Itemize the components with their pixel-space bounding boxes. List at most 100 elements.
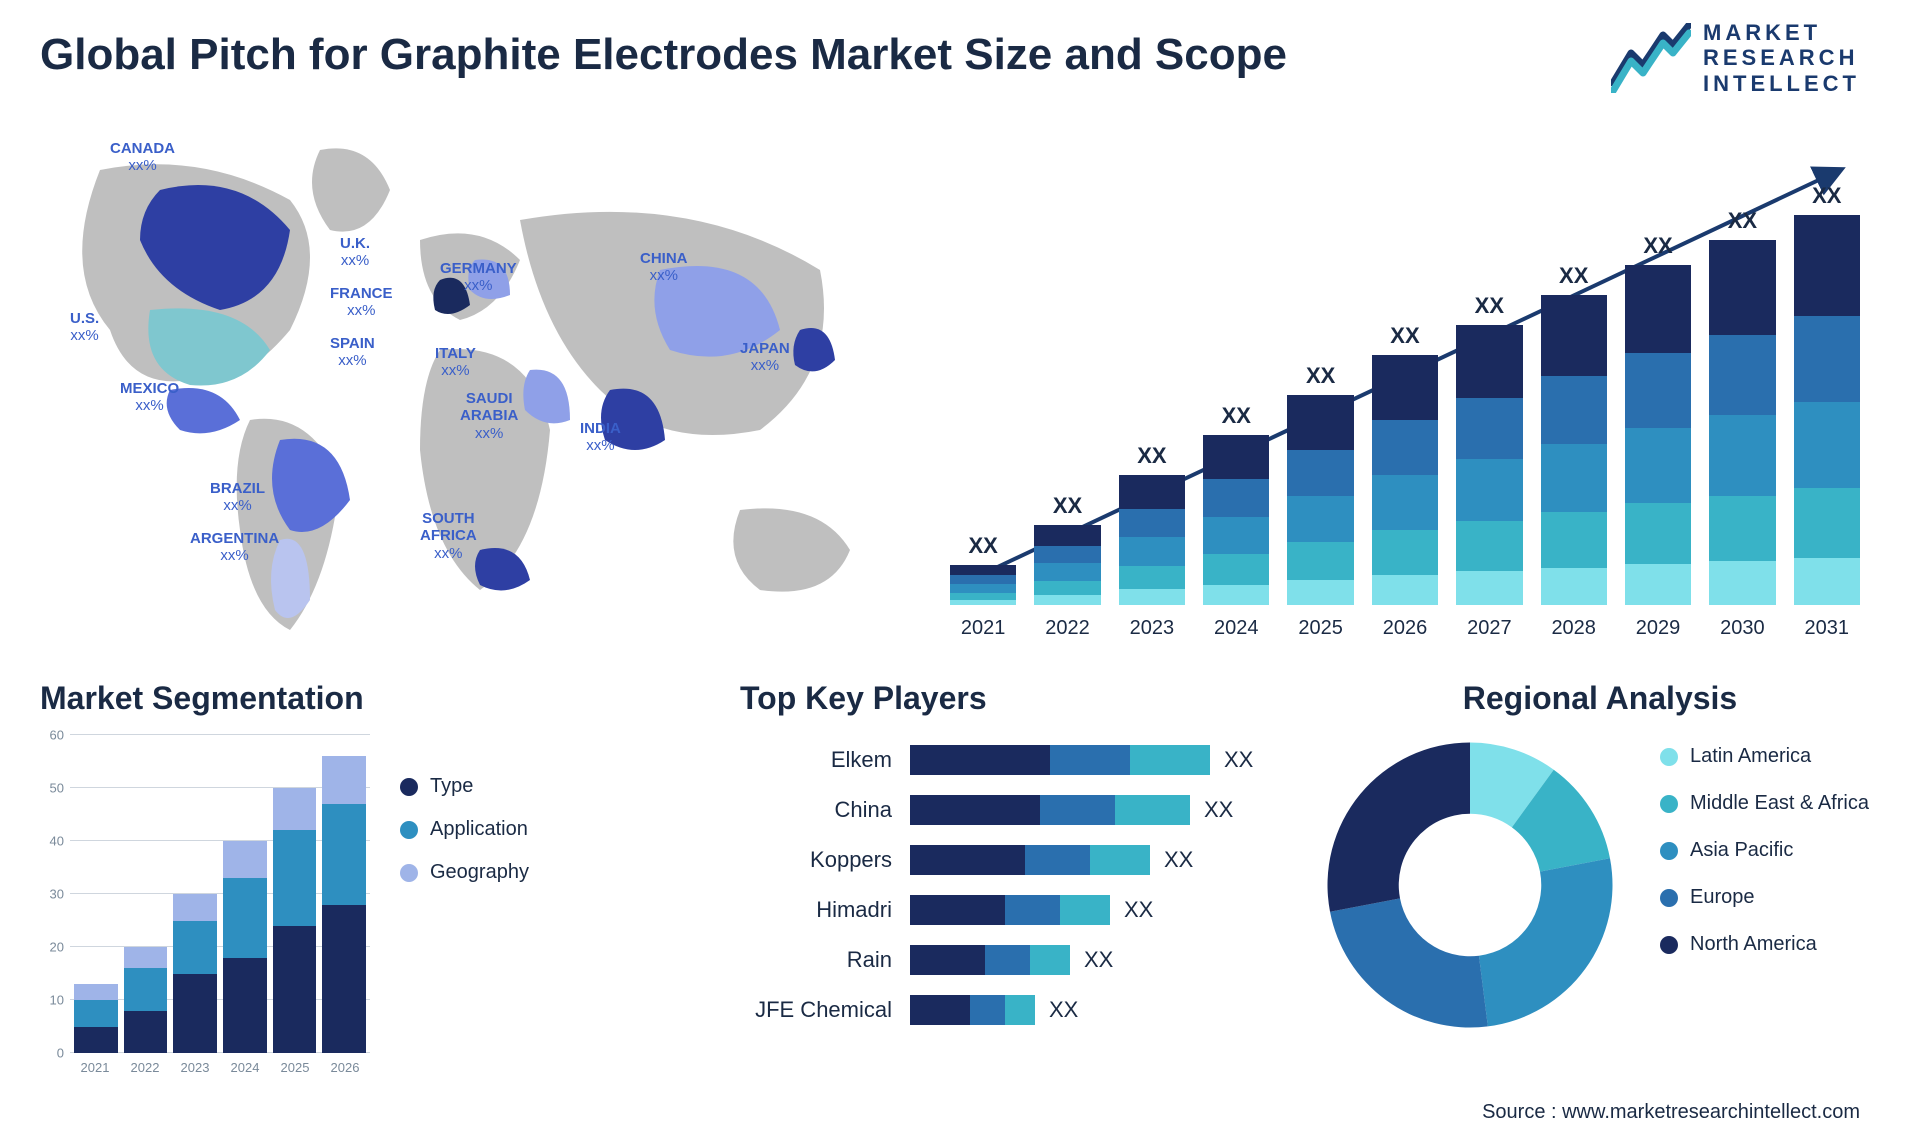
growth-year-label: 2024 bbox=[1203, 617, 1269, 640]
regional-donut-chart bbox=[1320, 735, 1620, 1035]
seg-year-label: 2022 bbox=[120, 1060, 170, 1075]
growth-bar-label: XX bbox=[1643, 233, 1672, 259]
donut-slice bbox=[1330, 898, 1488, 1027]
logo-text-2: RESEARCH bbox=[1703, 45, 1860, 70]
growth-bar-chart: XX XX XX XX XX XX XX XX XX XX XX 2021 2022 2023 2024 2… bbox=[950, 150, 1860, 640]
seg-bar bbox=[273, 788, 317, 1053]
growth-bar-label: XX bbox=[1137, 443, 1166, 469]
seg-year-label: 2024 bbox=[220, 1060, 270, 1075]
logo-text-1: MARKET bbox=[1703, 20, 1860, 45]
growth-bar: XX bbox=[1287, 363, 1353, 605]
growth-bar: XX bbox=[1625, 233, 1691, 605]
keyplayer-label: Elkem bbox=[740, 747, 910, 773]
keyplayer-label: China bbox=[740, 797, 910, 823]
legend-item: North America bbox=[1660, 933, 1869, 956]
map-label: SPAINxx% bbox=[330, 335, 375, 370]
keyplayer-row: Rain XX bbox=[740, 935, 1300, 985]
keyplayer-value: XX bbox=[1124, 897, 1153, 923]
segmentation-section: Market Segmentation 0102030405060 202120… bbox=[40, 680, 590, 1075]
keyplayer-row: Elkem XX bbox=[740, 735, 1300, 785]
seg-ytick: 20 bbox=[50, 940, 64, 955]
legend-item: Application bbox=[400, 818, 529, 841]
growth-bar: XX bbox=[1034, 493, 1100, 605]
keyplayer-bar bbox=[910, 995, 1035, 1025]
map-label: BRAZILxx% bbox=[210, 480, 265, 515]
seg-ytick: 40 bbox=[50, 834, 64, 849]
growth-year-label: 2028 bbox=[1541, 617, 1607, 640]
growth-bar: XX bbox=[1203, 403, 1269, 605]
seg-ytick: 60 bbox=[50, 728, 64, 743]
map-label: GERMANYxx% bbox=[440, 260, 517, 295]
growth-bar-label: XX bbox=[1222, 403, 1251, 429]
growth-year-label: 2023 bbox=[1119, 617, 1185, 640]
map-label: U.S.xx% bbox=[70, 310, 99, 345]
legend-item: Latin America bbox=[1660, 745, 1869, 768]
seg-ytick: 30 bbox=[50, 887, 64, 902]
keyplayer-bar bbox=[910, 795, 1190, 825]
legend-item: Europe bbox=[1660, 886, 1869, 909]
brand-logo: MARKET RESEARCH INTELLECT bbox=[1611, 20, 1860, 96]
seg-bar bbox=[173, 894, 217, 1053]
map-label: ITALYxx% bbox=[435, 345, 476, 380]
map-label: SOUTHAFRICAxx% bbox=[420, 510, 477, 562]
growth-bar-label: XX bbox=[1812, 183, 1841, 209]
keyplayers-section: Top Key Players ElkemXXChinaXXKoppersXXH… bbox=[740, 680, 1300, 1035]
seg-year-label: 2025 bbox=[270, 1060, 320, 1075]
page-title: Global Pitch for Graphite Electrodes Mar… bbox=[40, 30, 1287, 80]
growth-bar: XX bbox=[1794, 183, 1860, 605]
growth-bar-label: XX bbox=[1728, 208, 1757, 234]
seg-bar bbox=[223, 841, 267, 1053]
keyplayers-title: Top Key Players bbox=[740, 680, 1300, 717]
keyplayer-value: XX bbox=[1049, 997, 1078, 1023]
seg-year-label: 2021 bbox=[70, 1060, 120, 1075]
growth-bar-label: XX bbox=[969, 533, 998, 559]
source-attribution: Source : www.marketresearchintellect.com bbox=[1482, 1101, 1860, 1124]
seg-bar bbox=[124, 947, 168, 1053]
keyplayer-row: ChinaXX bbox=[740, 785, 1300, 835]
keyplayer-row: Himadri XX bbox=[740, 885, 1300, 935]
keyplayer-row: KoppersXX bbox=[740, 835, 1300, 885]
growth-bar: XX bbox=[1541, 263, 1607, 605]
map-label: FRANCExx% bbox=[330, 285, 393, 320]
map-label: JAPANxx% bbox=[740, 340, 790, 375]
logo-icon bbox=[1611, 23, 1691, 93]
legend-item: Asia Pacific bbox=[1660, 839, 1869, 862]
map-label: CHINAxx% bbox=[640, 250, 688, 285]
growth-year-label: 2027 bbox=[1456, 617, 1522, 640]
keyplayer-value: XX bbox=[1164, 847, 1193, 873]
legend-item: Type bbox=[400, 775, 529, 798]
keyplayer-label: Himadri bbox=[740, 897, 910, 923]
segmentation-chart: 0102030405060 202120222023202420252026 bbox=[40, 735, 370, 1075]
growth-bar: XX bbox=[1372, 323, 1438, 605]
growth-bar: XX bbox=[1456, 293, 1522, 605]
growth-bar: XX bbox=[1119, 443, 1185, 605]
keyplayer-value: XX bbox=[1084, 947, 1113, 973]
growth-year-label: 2021 bbox=[950, 617, 1016, 640]
seg-year-label: 2026 bbox=[320, 1060, 370, 1075]
growth-bar-label: XX bbox=[1306, 363, 1335, 389]
seg-bar bbox=[74, 984, 118, 1053]
map-label: SAUDIARABIAxx% bbox=[460, 390, 518, 442]
growth-year-label: 2025 bbox=[1287, 617, 1353, 640]
legend-item: Middle East & Africa bbox=[1660, 792, 1869, 815]
growth-year-label: 2026 bbox=[1372, 617, 1438, 640]
regional-title: Regional Analysis bbox=[1320, 680, 1880, 717]
seg-year-label: 2023 bbox=[170, 1060, 220, 1075]
growth-bar: XX bbox=[1709, 208, 1775, 605]
seg-ytick: 50 bbox=[50, 781, 64, 796]
regional-legend: Latin America Middle East & Africa Asia Pa… bbox=[1660, 745, 1869, 956]
growth-bar-label: XX bbox=[1053, 493, 1082, 519]
growth-year-label: 2022 bbox=[1034, 617, 1100, 640]
keyplayer-bar bbox=[910, 845, 1150, 875]
growth-bar-label: XX bbox=[1559, 263, 1588, 289]
keyplayer-label: JFE Chemical bbox=[740, 997, 910, 1023]
growth-year-label: 2029 bbox=[1625, 617, 1691, 640]
map-label: INDIAxx% bbox=[580, 420, 621, 455]
logo-text-3: INTELLECT bbox=[1703, 71, 1860, 96]
growth-bar-label: XX bbox=[1475, 293, 1504, 319]
keyplayer-value: XX bbox=[1224, 747, 1253, 773]
keyplayer-label: Rain bbox=[740, 947, 910, 973]
map-label: U.K.xx% bbox=[340, 235, 370, 270]
keyplayer-bar bbox=[910, 745, 1210, 775]
keyplayer-bar bbox=[910, 895, 1110, 925]
